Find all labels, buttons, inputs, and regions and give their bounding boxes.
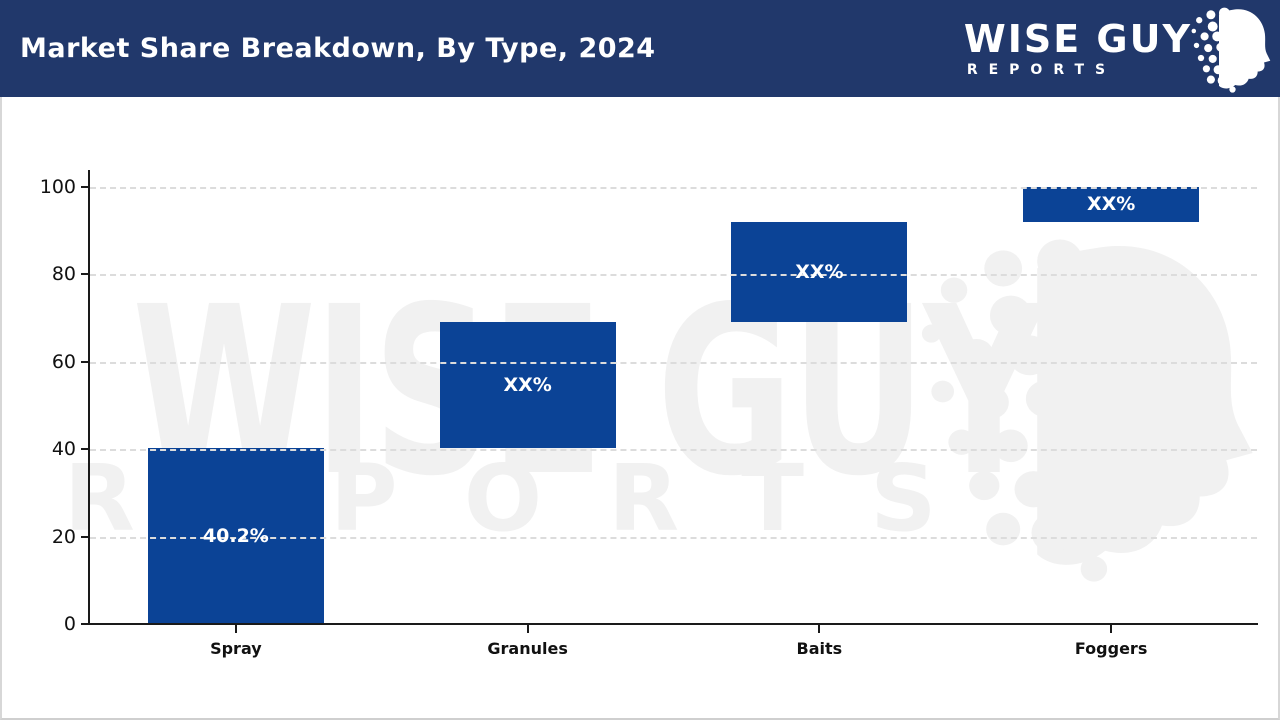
y-tick-label: 20 (51, 525, 76, 548)
x-tick-mark (526, 625, 529, 633)
bar-granules (439, 322, 616, 449)
gridline-40 (90, 449, 1257, 452)
logo-line1: WISE GUY (963, 17, 1192, 62)
y-tick-mark (81, 623, 89, 625)
bar-value-label-foggers: XX% (1086, 193, 1136, 216)
x-tick-label-foggers: Foggers (1074, 639, 1148, 658)
header-bar: Market Share Breakdown, By Type, 2024 WI… (0, 0, 1280, 97)
gridline-60 (90, 361, 1257, 364)
logo-line2: REPORTS (966, 61, 1117, 78)
bar-spray (147, 448, 324, 624)
y-tick-mark (81, 273, 89, 276)
x-tick-mark (818, 625, 821, 633)
x-tick-mark (1110, 625, 1113, 633)
y-tick-label: 40 (51, 438, 76, 461)
gridline-20 (90, 536, 1257, 539)
logo-wordmark: WISE GUY REPORTS (963, 17, 1192, 78)
bar-foggers (1023, 187, 1200, 222)
y-tick-label: 60 (51, 350, 76, 373)
page-title: Market Share Breakdown, By Type, 2024 (20, 33, 656, 64)
y-tick-label: 80 (51, 263, 76, 286)
x-tick-mark (234, 625, 237, 633)
watermark-face-icon (921, 239, 1253, 582)
x-tick-label-baits: Baits (796, 639, 843, 658)
x-tick-label-granules: Granules (487, 639, 568, 658)
bar-value-label-granules: XX% (503, 374, 552, 397)
waterfall-plot: 40.2% XX% XX% XX% (90, 187, 1257, 624)
bar-baits (731, 221, 908, 323)
wiseguy-logo: WISE GUY REPORTS (964, 4, 1274, 94)
bar-value-label-spray: 40.2% (202, 525, 269, 548)
chart-area: WISE GUY REPORTS 40.2% XX% XX% XX% 0 20 40 60 8… (0, 97, 1280, 720)
x-tick-label-spray: Spray (210, 639, 262, 658)
y-axis-spine (88, 170, 90, 624)
gridline-100 (90, 187, 1257, 189)
bar-value-label-baits: XX% (795, 261, 844, 284)
y-tick-mark (81, 448, 89, 451)
y-tick-label: 100 (39, 176, 76, 198)
wiseguy-face-icon (1191, 7, 1271, 93)
y-tick-mark (81, 535, 89, 538)
gridline-80 (90, 274, 1257, 277)
y-tick-label: 0 (63, 613, 76, 635)
y-tick-mark (81, 186, 89, 188)
y-tick-mark (81, 360, 89, 363)
x-axis-spine (88, 623, 1258, 625)
